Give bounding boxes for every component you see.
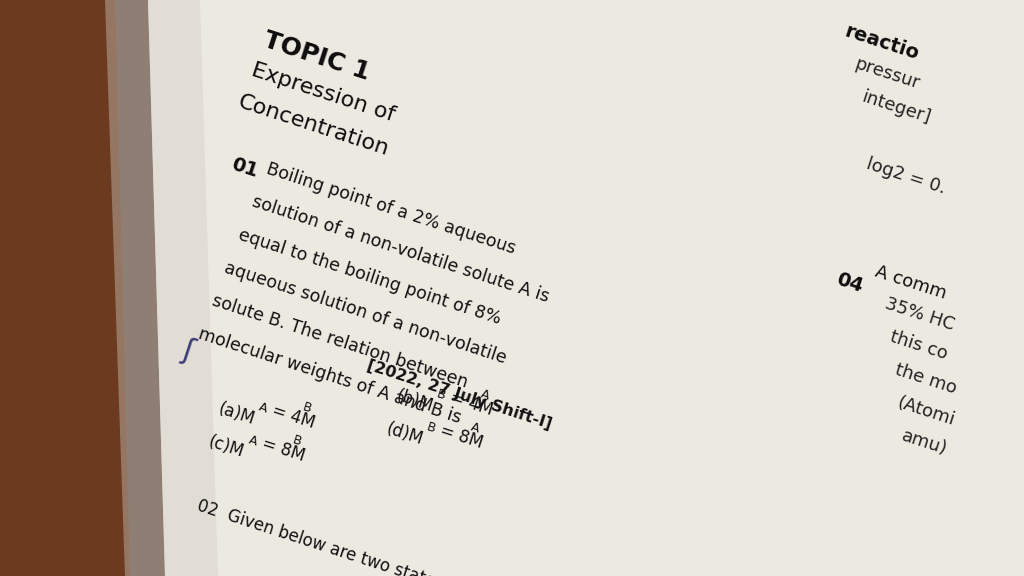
- Text: = 8M: = 8M: [254, 433, 307, 465]
- Text: B: B: [425, 420, 437, 435]
- Text: solution of a non-volatile solute A is: solution of a non-volatile solute A is: [250, 193, 551, 306]
- Text: TOPIC 1: TOPIC 1: [260, 28, 373, 85]
- Text: integer]: integer]: [859, 88, 933, 127]
- Text: B: B: [435, 387, 447, 402]
- Text: 02  Given below are two statements: 02 Given below are two statements: [195, 497, 486, 576]
- Text: Expression of: Expression of: [249, 60, 397, 125]
- Text: = 4M: = 4M: [442, 387, 495, 419]
- Text: reactio: reactio: [842, 22, 922, 64]
- Text: 04: 04: [835, 270, 865, 297]
- Polygon shape: [0, 0, 130, 576]
- Text: [2022, 27 July Shift-I]: [2022, 27 July Shift-I]: [366, 358, 554, 432]
- Text: = 8M: = 8M: [432, 420, 484, 452]
- Text: = 4M: = 4M: [264, 400, 316, 433]
- Text: log2 = 0.: log2 = 0.: [864, 155, 948, 198]
- Text: (d)M: (d)M: [384, 420, 426, 449]
- Text: A: A: [257, 400, 269, 415]
- Text: the mo: the mo: [893, 361, 958, 398]
- Text: 01: 01: [229, 155, 261, 181]
- Text: (a)M: (a)M: [216, 400, 258, 429]
- Text: aqueous solution of a non-volatile: aqueous solution of a non-volatile: [222, 259, 509, 367]
- Text: equal to the boiling point of 8%: equal to the boiling point of 8%: [237, 226, 504, 328]
- Text: 35% HC: 35% HC: [883, 295, 956, 334]
- Text: A: A: [479, 387, 492, 402]
- Polygon shape: [148, 0, 1024, 576]
- Text: B: B: [301, 400, 313, 415]
- Text: A: A: [469, 420, 481, 435]
- Text: (c)M: (c)M: [207, 433, 247, 461]
- Text: ʃ: ʃ: [179, 335, 198, 366]
- Polygon shape: [105, 0, 175, 576]
- Text: molecular weights of A and B is: molecular weights of A and B is: [197, 325, 464, 427]
- Text: A: A: [247, 433, 259, 448]
- Polygon shape: [148, 0, 218, 576]
- Text: this co: this co: [888, 328, 949, 363]
- Text: (b)M: (b)M: [394, 387, 436, 416]
- Text: Concentration: Concentration: [236, 92, 392, 160]
- Text: (Atomi: (Atomi: [894, 394, 956, 430]
- Text: amu): amu): [899, 427, 949, 458]
- Text: B: B: [291, 433, 303, 448]
- Text: A comm: A comm: [872, 263, 948, 303]
- Text: Boiling point of a 2% aqueous: Boiling point of a 2% aqueous: [264, 160, 518, 258]
- Text: pressur: pressur: [852, 55, 922, 93]
- Text: solute B. The relation between: solute B. The relation between: [210, 292, 470, 392]
